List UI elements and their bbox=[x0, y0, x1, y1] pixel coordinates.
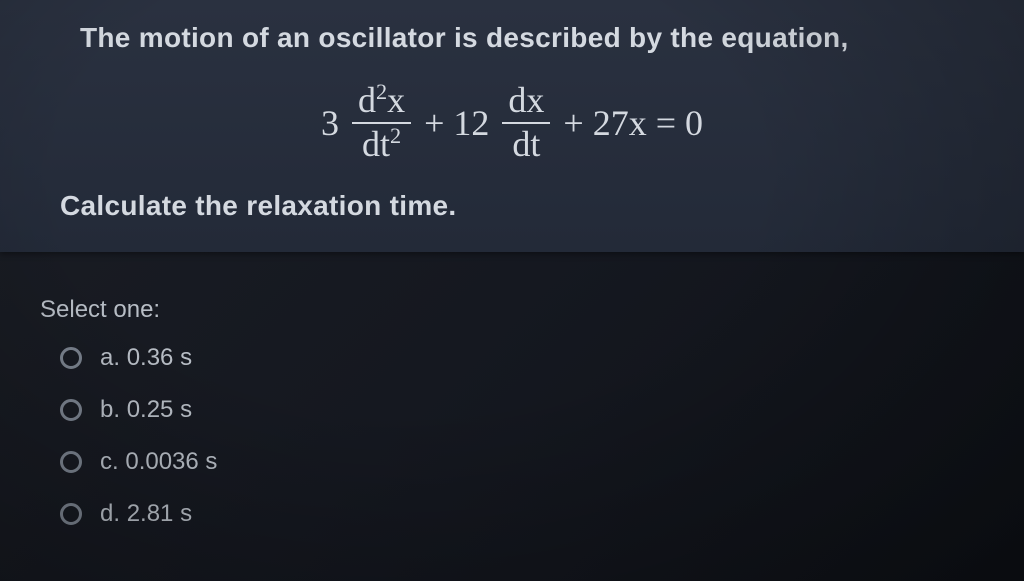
option-b-text: b. 0.25 s bbox=[100, 396, 192, 424]
option-c[interactable]: c. 0.0036 s bbox=[40, 448, 984, 476]
sub-question: Calculate the relaxation time. bbox=[60, 190, 964, 222]
option-d-text: d. 2.81 s bbox=[100, 500, 192, 528]
radio-icon[interactable] bbox=[60, 451, 82, 473]
option-a[interactable]: a. 0.36 s bbox=[40, 344, 984, 372]
eq-plus-1: + bbox=[424, 102, 444, 144]
radio-icon[interactable] bbox=[60, 399, 82, 421]
eq-frac-1-den: dt2 bbox=[352, 122, 411, 164]
eq-coef-2: 12 bbox=[453, 102, 489, 144]
answers-block: Select one: a. 0.36 s b. 0.25 s c. 0.003… bbox=[40, 296, 984, 552]
radio-icon[interactable] bbox=[60, 503, 82, 525]
question-stem: The motion of an oscillator is described… bbox=[60, 22, 964, 54]
question-block: The motion of an oscillator is described… bbox=[0, 0, 1024, 252]
eq-frac-1-num: d2x bbox=[352, 82, 411, 122]
option-c-text: c. 0.0036 s bbox=[100, 448, 217, 476]
eq-plus-2: + bbox=[563, 102, 583, 144]
equation: 3 d2x dt2 + 12 dx dt + 27x = 0 bbox=[60, 82, 964, 164]
eq-coef-1: 3 bbox=[321, 102, 339, 144]
select-one-label: Select one: bbox=[40, 296, 984, 324]
eq-coef-3: 27x bbox=[593, 102, 647, 144]
radio-icon[interactable] bbox=[60, 347, 82, 369]
option-a-text: a. 0.36 s bbox=[100, 344, 192, 372]
eq-equals: = 0 bbox=[656, 102, 703, 144]
option-d[interactable]: d. 2.81 s bbox=[40, 500, 984, 528]
option-b[interactable]: b. 0.25 s bbox=[40, 396, 984, 424]
eq-frac-2-num: dx bbox=[502, 82, 550, 122]
eq-frac-1: d2x dt2 bbox=[352, 82, 411, 164]
eq-frac-2: dx dt bbox=[502, 82, 550, 164]
eq-frac-2-den: dt bbox=[502, 122, 550, 164]
